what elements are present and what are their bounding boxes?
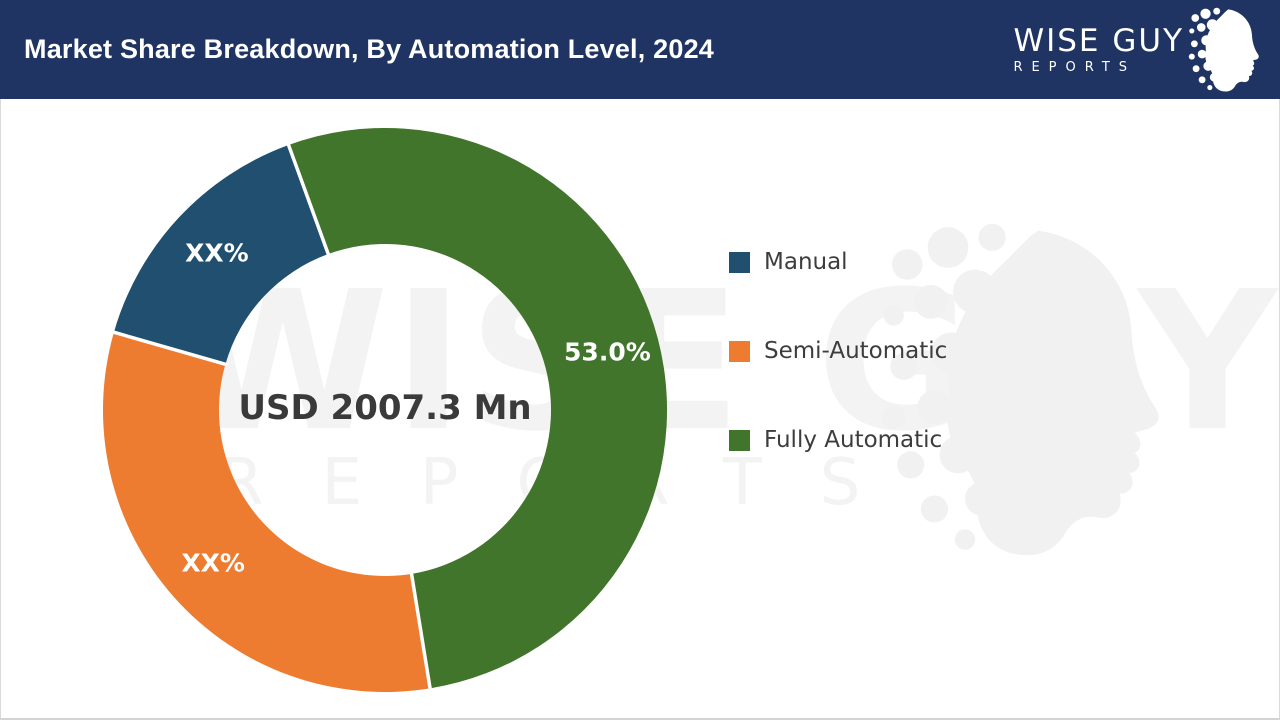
slice-divider — [409, 571, 432, 690]
legend-swatch — [729, 340, 750, 362]
legend-item-manual: Manual — [729, 247, 947, 277]
donut-chart — [102, 127, 668, 692]
legend-item-semi-automatic: Semi-Automatic — [729, 336, 947, 366]
logo-brand-text: WISE GUY — [1013, 22, 1184, 59]
logo-wordmark: WISE GUY REPORTS — [1013, 22, 1184, 75]
chart-legend: Manual Semi-Automatic Fully Automatic — [729, 247, 947, 514]
legend-label: Semi-Automatic — [764, 337, 948, 364]
slice-semi-automatic — [102, 332, 431, 692]
chart-area: WISE GUY REPORTS USD 2007.3 Mn 53.0%XX%X… — [0, 99, 1280, 720]
slice-divider — [286, 143, 331, 257]
legend-swatch — [729, 429, 750, 451]
legend-swatch — [729, 251, 750, 273]
logo-head-icon — [1188, 7, 1259, 92]
slice-fully-automatic — [288, 127, 668, 689]
wise-guy-logo: WISE GUY REPORTS — [1013, 6, 1262, 94]
slice-divider — [112, 330, 228, 367]
page-title: Market Share Breakdown, By Automation Le… — [24, 34, 715, 64]
legend-label: Manual — [764, 248, 848, 275]
slice-manual — [113, 145, 329, 365]
logo-sub-text: REPORTS — [1013, 59, 1137, 75]
legend-label: Fully Automatic — [764, 426, 943, 453]
legend-item-fully-automatic: Fully Automatic — [729, 425, 947, 455]
header: Market Share Breakdown, By Automation Le… — [0, 0, 1280, 99]
